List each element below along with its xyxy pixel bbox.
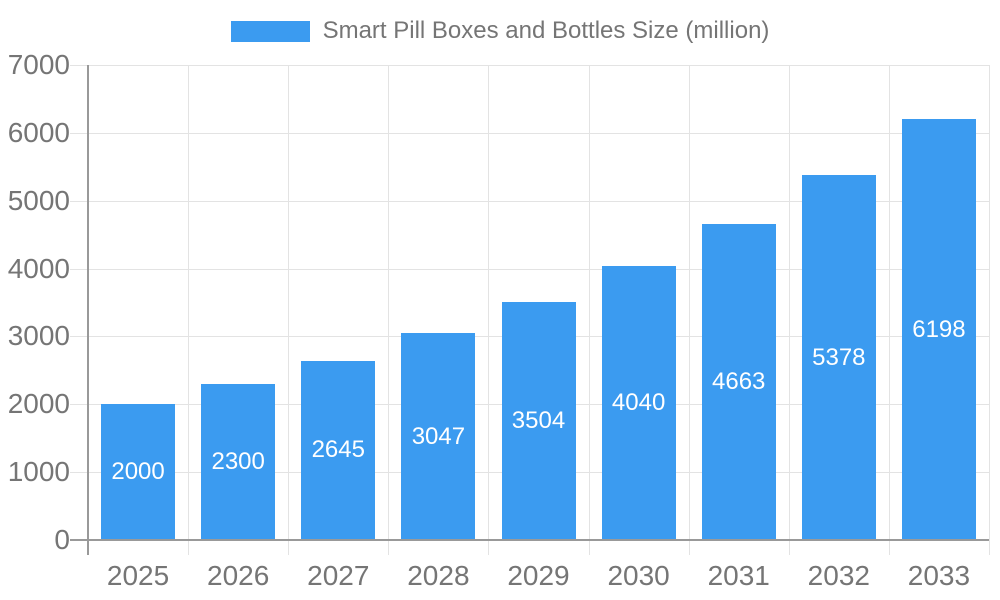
y-tick-label: 5000 <box>7 185 70 216</box>
bar-value-label: 2300 <box>211 447 265 475</box>
bar-value-label: 3047 <box>411 422 466 450</box>
y-tick-label: 0 <box>54 524 70 555</box>
y-axis-tick <box>70 201 88 202</box>
y-tick-label: 6000 <box>7 117 70 148</box>
x-tick-label: 2031 <box>707 560 770 591</box>
bar-value-label: 4040 <box>611 388 666 416</box>
y-axis-tick <box>70 133 88 134</box>
y-tick-label: 2000 <box>7 388 70 419</box>
legend-label: Smart Pill Boxes and Bottles Size (milli… <box>322 17 770 44</box>
v-gridline <box>889 65 890 555</box>
legend-swatch-icon <box>230 20 310 42</box>
y-tick-label: 3000 <box>7 320 70 351</box>
v-gridline <box>188 65 189 555</box>
v-gridline <box>488 65 489 555</box>
x-axis-line <box>70 539 989 541</box>
h-gridline <box>88 65 989 66</box>
v-gridline <box>989 65 990 555</box>
x-tick-label: 2028 <box>407 560 470 591</box>
bar-value-label: 4663 <box>712 367 766 395</box>
v-gridline <box>789 65 790 555</box>
y-tick-label: 1000 <box>7 456 70 487</box>
y-axis-tick <box>70 472 88 473</box>
y-axis-tick <box>70 65 88 66</box>
bar[interactable] <box>201 383 276 540</box>
bar-value-label: 6198 <box>912 315 966 343</box>
bar[interactable] <box>501 302 576 540</box>
y-tick-label: 4000 <box>7 253 70 284</box>
y-axis-line <box>87 65 89 555</box>
x-tick-label: 2026 <box>207 560 270 591</box>
bar-value-label: 2000 <box>111 458 165 486</box>
h-gridline <box>88 269 989 270</box>
x-tick-label: 2033 <box>907 560 971 591</box>
x-tick-label: 2029 <box>507 560 570 591</box>
bar[interactable] <box>801 175 876 540</box>
x-tick-label: 2027 <box>307 560 370 591</box>
legend-item[interactable]: Smart Pill Boxes and Bottles Size (milli… <box>0 16 1000 46</box>
y-axis-tick <box>70 336 88 337</box>
y-axis-tick <box>70 404 88 405</box>
bar-value-label: 2645 <box>311 436 365 464</box>
bar-value-label: 5378 <box>812 343 866 371</box>
bar[interactable] <box>101 404 176 540</box>
bar[interactable] <box>701 223 776 540</box>
x-tick-label: 2032 <box>807 560 870 591</box>
bar[interactable] <box>401 333 476 540</box>
h-gridline <box>88 133 989 134</box>
v-gridline <box>589 65 590 555</box>
x-tick-label: 2030 <box>607 560 670 591</box>
h-gridline <box>88 201 989 202</box>
y-tick-label: 7000 <box>7 49 70 80</box>
bar[interactable] <box>601 265 676 540</box>
v-gridline <box>689 65 690 555</box>
x-tick-label: 2025 <box>106 560 170 591</box>
bar-value-label: 3504 <box>511 407 566 435</box>
bar[interactable] <box>901 119 976 540</box>
bar[interactable] <box>301 360 376 540</box>
y-axis-tick <box>70 269 88 270</box>
v-gridline <box>288 65 289 555</box>
v-gridline <box>388 65 389 555</box>
